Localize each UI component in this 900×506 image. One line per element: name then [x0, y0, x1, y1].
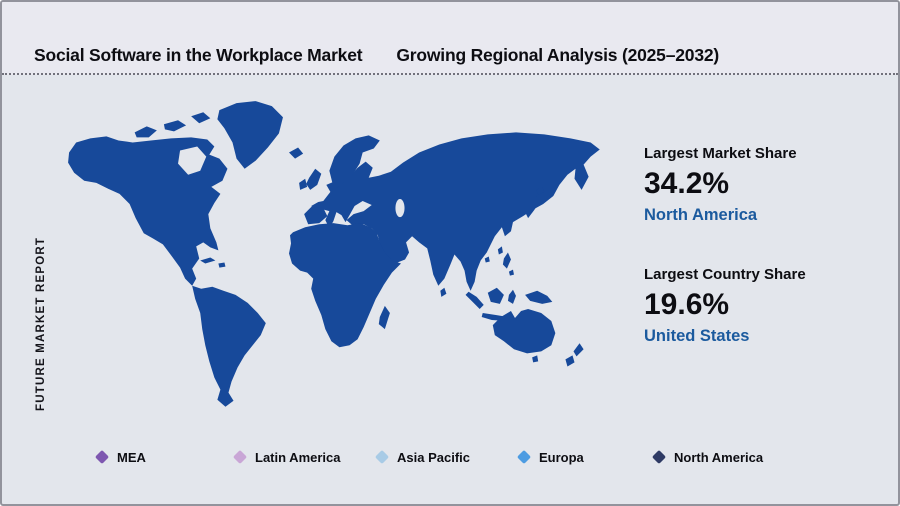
- peninsula-iberia: [304, 207, 328, 225]
- island-sri-lanka: [440, 287, 447, 297]
- legend-item-europa: Europa: [516, 446, 584, 468]
- legend-item-latin-america: Latin America: [232, 446, 341, 468]
- brand-watermark: FUTURE MARKET REPORT: [35, 236, 47, 412]
- world-map-svg: [68, 101, 600, 407]
- island-tasmania: [532, 355, 539, 363]
- island-iceland: [289, 147, 304, 159]
- caspian-sea: [395, 198, 405, 218]
- world-map: [60, 90, 630, 428]
- title-analysis-period: Growing Regional Analysis (2025–2032): [396, 45, 720, 65]
- island-madagascar: [378, 305, 390, 330]
- island-arctic-3: [191, 112, 211, 124]
- legend-item-mea: MEA: [94, 446, 146, 468]
- island-borneo: [487, 287, 504, 304]
- island-new-zealand-north: [573, 343, 584, 357]
- island-arctic-1: [134, 126, 157, 138]
- legend: MEA Latin America Asia Pacific Europa No…: [2, 446, 898, 468]
- header-band: Social Software in the Workplace Market …: [2, 2, 898, 75]
- legend-diamond-icon: [94, 449, 110, 465]
- legend-label: MEA: [117, 449, 146, 465]
- island-great-britain: [306, 168, 322, 190]
- island-new-guinea: [525, 290, 553, 304]
- sea-cutouts: [178, 146, 405, 218]
- island-japan: [525, 195, 541, 219]
- legend-diamond-icon: [232, 449, 248, 465]
- stat-largest-market-share: Largest Market Share 34.2% North America: [644, 145, 797, 225]
- legend-label: Latin America: [255, 449, 341, 465]
- continent-australia: [492, 308, 556, 354]
- island-taiwan: [497, 246, 503, 255]
- island-sulawesi: [507, 289, 516, 304]
- legend-label: Asia Pacific: [397, 449, 470, 465]
- stat-label: Largest Market Share: [644, 145, 797, 162]
- stat-region: United States: [644, 327, 750, 345]
- island-sumatra: [465, 291, 484, 309]
- stat-value: 34.2%: [644, 167, 730, 200]
- legend-diamond-icon: [374, 449, 390, 465]
- continent-south-america: [192, 285, 266, 407]
- hudson-bay: [178, 146, 207, 175]
- island-hokkaido: [536, 186, 545, 195]
- island-hainan: [484, 256, 490, 263]
- island-philippines-1: [502, 252, 511, 269]
- island-hispaniola: [218, 262, 226, 268]
- island-arctic-2: [163, 120, 187, 132]
- peninsula-scandinavia: [329, 135, 380, 188]
- title-market-name: Social Software in the Workplace Market: [34, 45, 363, 65]
- legend-label: Europa: [539, 449, 584, 465]
- stat-label: Largest Country Share: [644, 266, 806, 283]
- legend-diamond-icon: [516, 449, 532, 465]
- legend-item-north-america: North America: [651, 446, 764, 468]
- continent-africa: [289, 223, 401, 348]
- stat-largest-country-share: Largest Country Share 19.6% United State…: [644, 266, 806, 346]
- page-title: Social Software in the Workplace Market …: [34, 45, 719, 66]
- stat-value: 19.6%: [644, 288, 730, 321]
- island-new-zealand-south: [565, 355, 575, 367]
- world-landmass: [68, 101, 600, 407]
- island-cuba: [200, 257, 216, 264]
- stat-region: North America: [644, 206, 758, 224]
- legend-item-asia-pacific: Asia Pacific: [374, 446, 470, 468]
- legend-label: North America: [674, 449, 764, 465]
- island-greenland: [217, 101, 283, 169]
- island-philippines-2: [508, 269, 514, 276]
- island-ireland: [299, 178, 308, 190]
- legend-diamond-icon: [651, 449, 667, 465]
